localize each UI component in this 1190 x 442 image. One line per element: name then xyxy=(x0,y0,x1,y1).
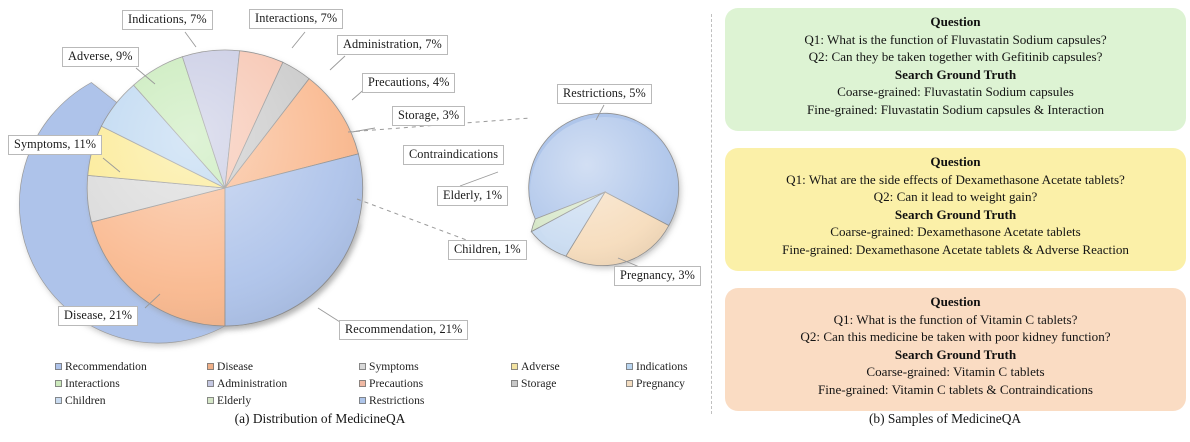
legend-swatch-icon xyxy=(207,397,214,405)
legend-item-adverse: Adverse xyxy=(511,360,626,373)
legend-swatch-icon xyxy=(626,363,633,371)
sample-question-header: Question xyxy=(930,294,981,309)
legend-label: Children xyxy=(65,394,106,408)
callout-interactions: Interactions, 7% xyxy=(249,9,344,30)
legend-swatch-icon xyxy=(207,380,214,388)
callout-symptoms: Symptoms, 11% xyxy=(8,135,103,156)
pie-final xyxy=(86,49,364,327)
legend-item-disease: Disease xyxy=(207,360,359,373)
sample-coarse-grained: Coarse-grained: Vitamin C tablets xyxy=(866,364,1045,380)
legend-label: Storage xyxy=(521,377,557,391)
legend-label: Administration xyxy=(217,377,288,391)
panel-distribution: Indications, 7% Interactions, 7% Adminis… xyxy=(0,0,701,426)
pie-chart-svg xyxy=(19,31,680,344)
sample-q1: Q1: What are the side effects of Dexamet… xyxy=(786,171,1125,187)
callout-elderly: Elderly, 1% xyxy=(437,186,509,207)
sample-card-2: Question Q1: What are the side effects o… xyxy=(725,148,1186,271)
sample-q2: Q2: Can they be taken together with Gefi… xyxy=(808,49,1103,65)
legend-swatch-icon xyxy=(511,363,518,371)
legend-item-pregnancy: Pregnancy xyxy=(626,377,746,390)
chart-legend: Recommendation Disease Symptoms Adverse … xyxy=(55,358,688,408)
sample-fine-grained: Fine-grained: Vitamin C tablets & Contra… xyxy=(818,381,1093,397)
callout-storage: Storage, 3% xyxy=(392,106,466,127)
sample-groundtruth-header: Search Ground Truth xyxy=(894,66,1017,82)
legend-item-indications: Indications xyxy=(626,360,746,373)
sample-fine-grained: Fine-grained: Dexamethasone Acetate tabl… xyxy=(782,241,1129,257)
callout-administration: Administration, 7% xyxy=(337,35,448,56)
legend-item-recommendation: Recommendation xyxy=(55,360,207,373)
pie-chart-area: Indications, 7% Interactions, 7% Adminis… xyxy=(0,0,701,352)
legend-item-interactions: Interactions xyxy=(55,377,207,390)
sample-q2: Q2: Can this medicine be taken with poor… xyxy=(800,329,1111,345)
panel-samples: Question Q1: What is the function of Flu… xyxy=(700,0,1190,442)
callout-recommendation: Recommendation, 21% xyxy=(339,320,469,341)
sample-q1: Q1: What is the function of Fluvastatin … xyxy=(804,31,1107,47)
sub-pie xyxy=(528,112,680,267)
legend-item-elderly: Elderly xyxy=(207,394,359,407)
sample-question-header: Question xyxy=(930,154,981,169)
legend-label: Elderly xyxy=(217,394,252,408)
legend-item-administration: Administration xyxy=(207,377,359,390)
legend-item-precautions: Precautions xyxy=(359,377,511,390)
callout-contraindications: Contraindications xyxy=(403,145,505,166)
legend-label: Precautions xyxy=(369,377,424,391)
legend-swatch-icon xyxy=(359,380,366,388)
sample-coarse-grained: Coarse-grained: Fluvastatin Sodium capsu… xyxy=(837,84,1074,100)
legend-swatch-icon xyxy=(55,363,62,371)
legend-item-storage: Storage xyxy=(511,377,626,390)
legend-swatch-icon xyxy=(359,397,366,405)
callout-children: Children, 1% xyxy=(448,240,527,261)
callout-adverse: Adverse, 9% xyxy=(62,47,139,68)
legend-item-restrictions: Restrictions xyxy=(359,394,511,407)
sample-question-header: Question xyxy=(930,14,981,29)
legend-swatch-icon xyxy=(359,363,366,371)
legend-swatch-icon xyxy=(55,397,62,405)
legend-swatch-icon xyxy=(511,380,518,388)
legend-label: Pregnancy xyxy=(636,377,685,391)
legend-swatch-icon xyxy=(626,380,633,388)
vertical-dashed-divider xyxy=(711,14,712,414)
sample-card-1: Question Q1: What is the function of Flu… xyxy=(725,8,1186,131)
legend-label: Symptoms xyxy=(369,360,419,374)
sample-groundtruth-header: Search Ground Truth xyxy=(894,346,1017,362)
legend-swatch-icon xyxy=(207,363,214,371)
callout-disease: Disease, 21% xyxy=(58,306,139,327)
sample-fine-grained: Fine-grained: Fluvastatin Sodium capsule… xyxy=(806,101,1105,117)
sample-groundtruth-header: Search Ground Truth xyxy=(894,206,1017,222)
caption-a: (a) Distribution of MedicineQA xyxy=(234,411,406,426)
legend-item-children: Children xyxy=(55,394,207,407)
legend-label: Indications xyxy=(636,360,688,374)
sample-coarse-grained: Coarse-grained: Dexamethasone Acetate ta… xyxy=(830,224,1081,240)
legend-label: Restrictions xyxy=(369,394,425,408)
sample-q2: Q2: Can it lead to weight gain? xyxy=(873,189,1038,205)
legend-label: Interactions xyxy=(65,377,120,391)
callout-restrictions: Restrictions, 5% xyxy=(557,84,652,105)
legend-label: Disease xyxy=(217,360,254,374)
sample-card-3: Question Q1: What is the function of Vit… xyxy=(725,288,1186,411)
legend-swatch-icon xyxy=(55,380,62,388)
callout-indications: Indications, 7% xyxy=(122,10,213,31)
legend-item-symptoms: Symptoms xyxy=(359,360,511,373)
caption-b: (b) Samples of MedicineQA xyxy=(868,411,1022,426)
sample-q1: Q1: What is the function of Vitamin C ta… xyxy=(833,311,1078,327)
callout-pregnancy: Pregnancy, 3% xyxy=(614,266,701,287)
legend-label: Adverse xyxy=(521,360,560,374)
callout-precautions: Precautions, 4% xyxy=(362,73,456,94)
legend-label: Recommendation xyxy=(65,360,147,374)
callout-leaders xyxy=(102,31,643,323)
